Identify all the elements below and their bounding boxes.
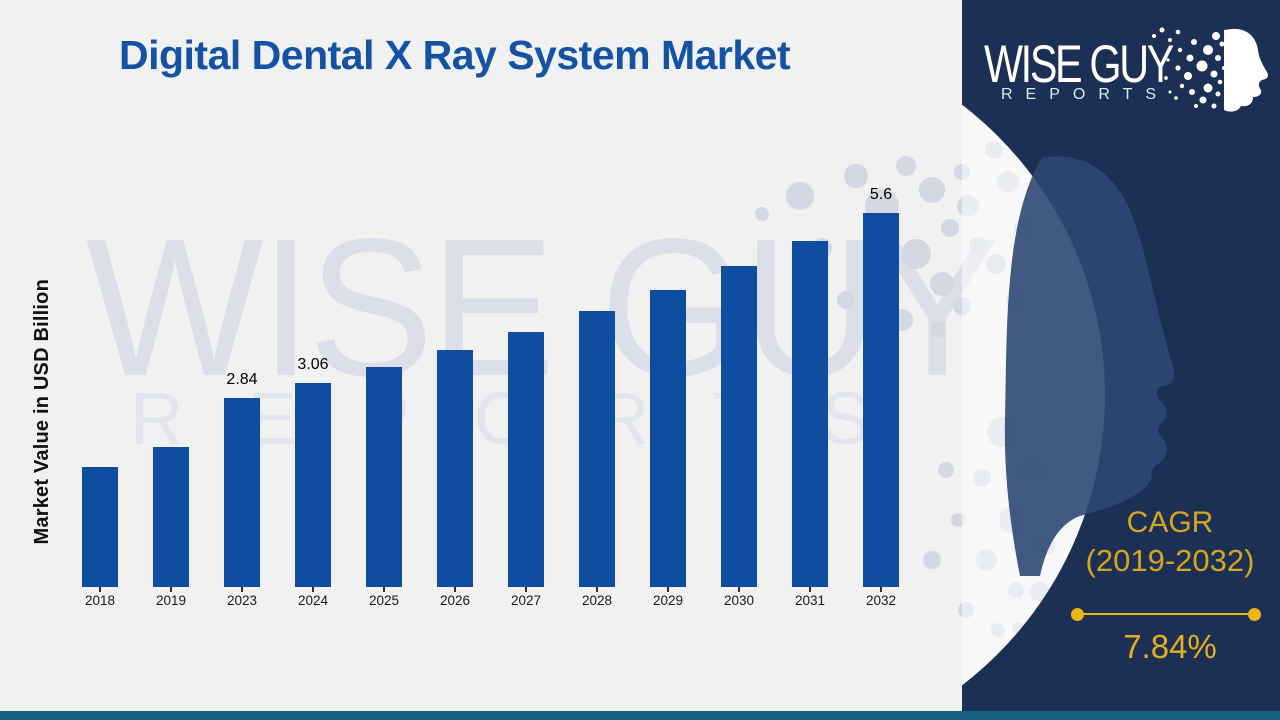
x-axis-tick	[525, 587, 527, 592]
x-axis-tick	[809, 587, 811, 592]
bar-2028	[579, 311, 615, 587]
right-brand-panel	[962, 0, 1280, 720]
logo-dot	[1211, 103, 1217, 109]
x-tick-label: 2029	[652, 593, 684, 608]
logo-dot	[1168, 38, 1172, 42]
x-tick-label: 2025	[368, 593, 400, 608]
logo-dot	[1184, 72, 1192, 80]
logo-dot	[1152, 34, 1156, 38]
bar-2018	[82, 467, 118, 587]
logo-dot	[1168, 90, 1172, 94]
logo-dot	[1166, 58, 1170, 62]
logo-dot	[1159, 27, 1165, 33]
logo-wiseguy-text: WISE GUY	[984, 35, 1174, 94]
logo-dot	[1203, 45, 1213, 55]
x-axis-tick	[170, 587, 172, 592]
x-axis-tick	[667, 587, 669, 592]
cagr-line-right-dot	[1248, 607, 1261, 621]
bar-2024	[295, 383, 331, 587]
x-tick-label: 2024	[297, 593, 329, 608]
logo-dot	[1174, 96, 1178, 100]
x-tick-label: 2031	[794, 593, 826, 608]
cagr-value: 7.84%	[1123, 628, 1217, 665]
logo-dot	[1196, 60, 1208, 72]
x-axis-tick	[241, 587, 243, 592]
logo-dot	[1175, 29, 1181, 35]
bar-2026	[437, 350, 473, 587]
logo-dot	[1175, 65, 1181, 71]
cagr-range: (2019-2032)	[1085, 543, 1255, 578]
bar-2023	[224, 398, 260, 587]
bar-2031	[792, 241, 828, 587]
x-axis-tick	[596, 587, 598, 592]
logo-dot	[1189, 89, 1195, 95]
cagr-line-left-dot	[1071, 607, 1084, 621]
logo-dot	[1164, 76, 1168, 80]
x-axis-tick	[880, 587, 882, 592]
x-axis-tick	[738, 587, 740, 592]
logo-dot	[1210, 70, 1218, 78]
bar-2032	[863, 213, 899, 587]
x-tick-label: 2027	[510, 593, 542, 608]
bar-2027	[508, 332, 544, 587]
x-axis-tick	[312, 587, 314, 592]
cagr-label: CAGR	[1126, 506, 1214, 539]
logo-dot	[1191, 39, 1197, 45]
logo-dot	[1179, 83, 1185, 89]
x-axis-tick	[454, 587, 456, 592]
page-title: Digital Dental X Ray System Market	[119, 32, 791, 78]
logo-dot	[1186, 54, 1194, 62]
logo-dot	[1215, 91, 1221, 97]
x-tick-label: 2023	[226, 593, 258, 608]
x-axis-tick	[99, 587, 101, 592]
bar-2025	[366, 367, 402, 587]
logo-dot	[1199, 96, 1207, 104]
x-tick-label: 2032	[865, 593, 897, 608]
bar-value-label: 3.06	[297, 356, 329, 373]
logo-face-profile-icon	[1224, 28, 1268, 112]
x-tick-label: 2028	[581, 593, 613, 608]
logo-dot	[1212, 32, 1220, 40]
x-tick-label: 2019	[155, 593, 187, 608]
logo-dots-icon	[1152, 27, 1226, 109]
bar-value-label: 2.84	[226, 371, 258, 388]
bottom-accent-strip	[0, 711, 1280, 720]
bar-value-label: 5.6	[869, 186, 893, 203]
logo-dot	[1222, 66, 1226, 70]
logo-dot	[1217, 79, 1223, 85]
logo-dot	[1219, 41, 1225, 47]
cagr-divider-line	[1078, 613, 1255, 615]
bar-2030	[721, 266, 757, 587]
bar-2019	[153, 447, 189, 587]
x-axis-tick	[383, 587, 385, 592]
logo-dot	[1194, 104, 1198, 108]
x-tick-label: 2018	[84, 593, 116, 608]
face-profile-silhouette-icon	[1004, 156, 1175, 576]
logo-reports-text: REPORTS	[1001, 86, 1170, 103]
x-tick-label: 2026	[439, 593, 471, 608]
x-tick-label: 2030	[723, 593, 755, 608]
logo-dot	[1203, 83, 1213, 93]
logo-dot	[1177, 47, 1183, 53]
bar-2029	[650, 290, 686, 587]
logo-dot	[1215, 55, 1221, 61]
